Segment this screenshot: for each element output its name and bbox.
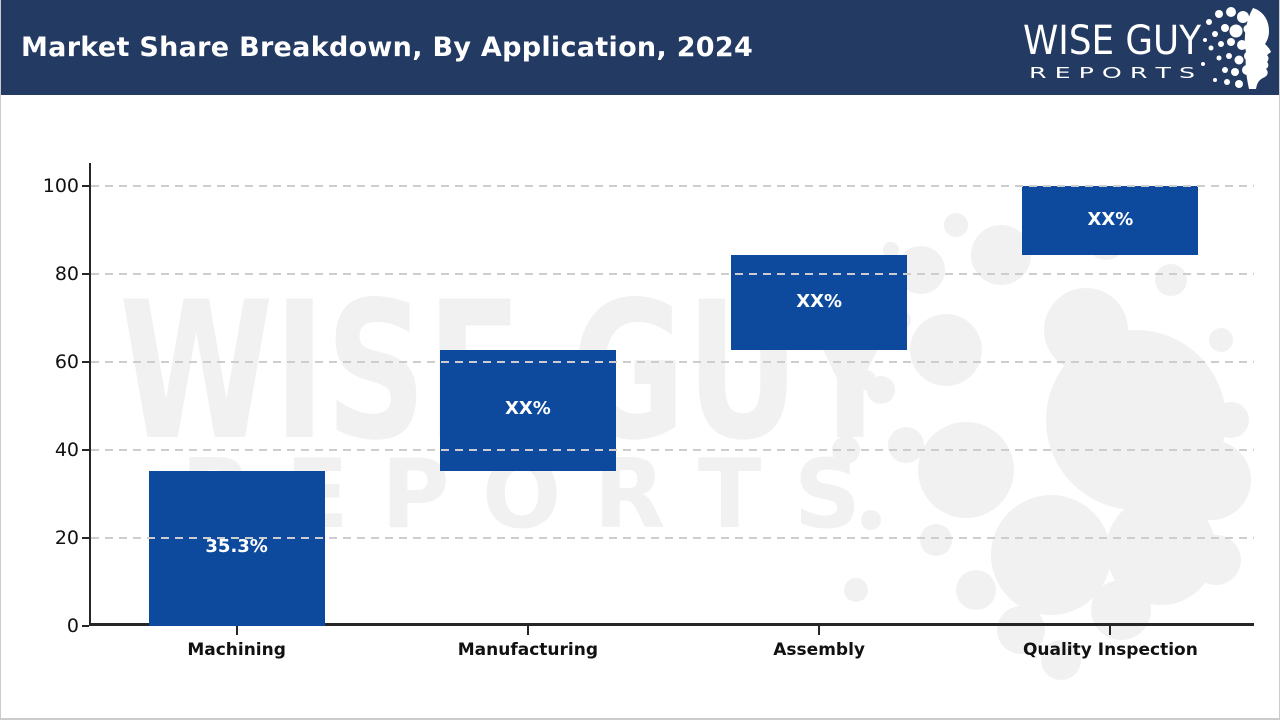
y-tick-label-60: 60 [54, 351, 79, 373]
chart-canvas: WISE GUY R E P O R T S 0 20 40 60 80 100 35.3%… [1, 95, 1279, 718]
chart-title: Market Share Breakdown, By Application, … [21, 32, 754, 63]
bar-value-label: XX% [796, 290, 843, 312]
header-bar: Market Share Breakdown, By Application, … [1, 0, 1279, 95]
category-label-machining: Machining [187, 640, 286, 660]
x-tick-mark [1109, 626, 1112, 635]
gridline-80 [91, 273, 1254, 275]
y-tick-mark-80 [82, 273, 89, 275]
logo-wordmark: WISE GUY [1023, 18, 1202, 64]
y-tick-mark-40 [82, 449, 89, 451]
y-tick-label-0: 0 [66, 615, 79, 637]
gridline-100 [91, 185, 1254, 187]
wise-guy-reports-logo: WISE GUY R E P O R T S [1023, 6, 1271, 89]
category-label-quality-inspection: Quality Inspection [1022, 640, 1198, 660]
y-tick-label-80: 80 [54, 263, 79, 285]
bar-assembly [731, 255, 908, 351]
y-tick-mark-100 [82, 185, 89, 187]
category-label-assembly: Assembly [773, 640, 865, 660]
y-tick-label-100: 100 [42, 175, 79, 197]
y-tick-label-20: 20 [54, 527, 79, 549]
bar-value-label: 35.3% [205, 536, 268, 558]
bar-machining [148, 470, 325, 626]
y-tick-label-40: 40 [54, 439, 79, 461]
bar-value-label: XX% [1087, 208, 1134, 230]
gridline-40 [91, 449, 1254, 451]
bar-value-label: XX% [504, 398, 551, 420]
y-tick-mark-20 [82, 537, 89, 539]
y-tick-mark-60 [82, 361, 89, 363]
y-tick-mark-0 [82, 625, 89, 627]
gridline-20 [91, 537, 1254, 539]
bar-quality-inspection [1022, 186, 1199, 256]
category-label-manufacturing: Manufacturing [457, 640, 598, 660]
logo-subtitle: R E P O R T S [1029, 64, 1195, 82]
logo-dot-head-icon [1201, 6, 1271, 89]
plot-area: 0 20 40 60 80 100 35.3% Machining XX% Manufacturi… [43, 163, 1254, 660]
logo-face-profile-icon [1244, 7, 1271, 89]
x-tick-mark [526, 626, 529, 635]
watermark-dot-head-icon [832, 189, 1251, 680]
gridline-60 [91, 361, 1254, 363]
x-tick-mark [235, 626, 238, 635]
x-tick-mark [818, 626, 821, 635]
